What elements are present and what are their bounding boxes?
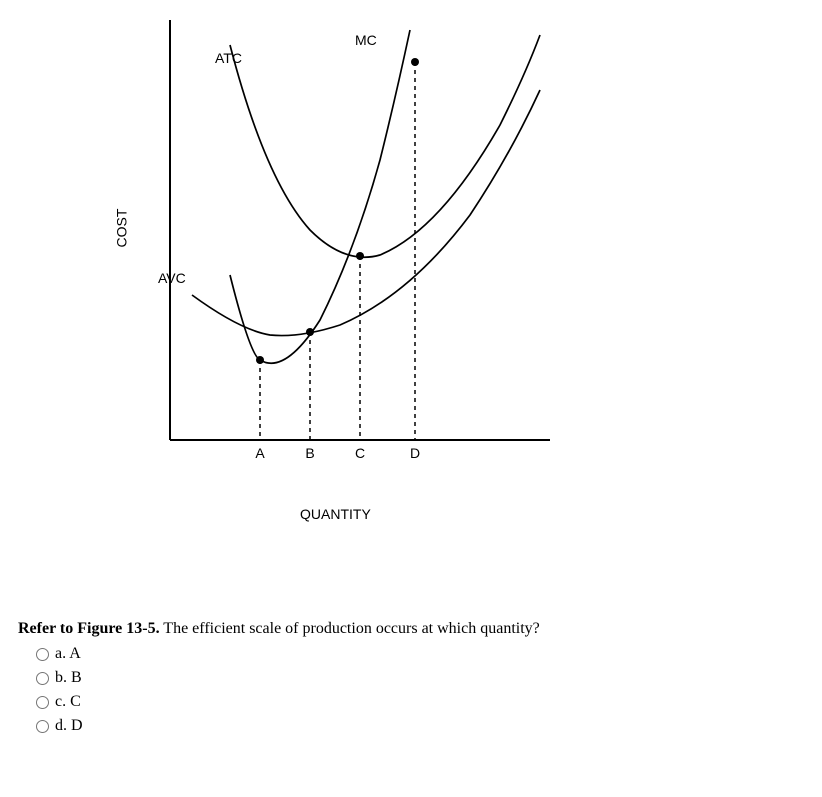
atc-label: ATC: [215, 50, 242, 66]
option-radio-d[interactable]: [36, 720, 49, 733]
chart-svg: A B C D: [130, 20, 570, 460]
option-radio-b[interactable]: [36, 672, 49, 685]
atc-curve: [230, 35, 540, 257]
option-row: a. A: [36, 642, 540, 666]
y-axis-label: COST: [113, 209, 129, 248]
cost-curves-chart: COST ABCD ATC AVC MC QUANTITY: [130, 20, 570, 500]
option-radio-a[interactable]: [36, 648, 49, 661]
point-marker: [411, 58, 419, 66]
option-label: b. B: [55, 666, 82, 690]
point-marker: [356, 252, 364, 260]
point-marker: [306, 328, 314, 336]
avc-curve: [192, 90, 540, 336]
option-label: d. D: [55, 714, 83, 738]
option-label: c. C: [55, 690, 81, 714]
x-tick-label: D: [410, 445, 420, 460]
question-text: Refer to Figure 13-5. The efficient scal…: [18, 620, 540, 638]
x-tick-label: A: [255, 445, 265, 460]
option-radio-c[interactable]: [36, 696, 49, 709]
avc-label: AVC: [158, 270, 186, 286]
x-tick-label: B: [305, 445, 314, 460]
question-stem: The efficient scale of production occurs…: [160, 620, 540, 637]
option-row: b. B: [36, 666, 540, 690]
mc-label: MC: [355, 32, 377, 48]
question-block: Refer to Figure 13-5. The efficient scal…: [18, 620, 540, 738]
mc-curve: [230, 30, 410, 363]
x-tick-label: C: [355, 445, 365, 460]
point-marker: [256, 356, 264, 364]
question-prefix: Refer to Figure 13-5.: [18, 620, 160, 637]
option-row: d. D: [36, 714, 540, 738]
x-tick-labels: A B C D: [255, 445, 420, 460]
option-row: c. C: [36, 690, 540, 714]
intersection-points: [256, 58, 419, 364]
option-label: a. A: [55, 642, 81, 666]
x-axis-label: QUANTITY: [300, 506, 371, 522]
